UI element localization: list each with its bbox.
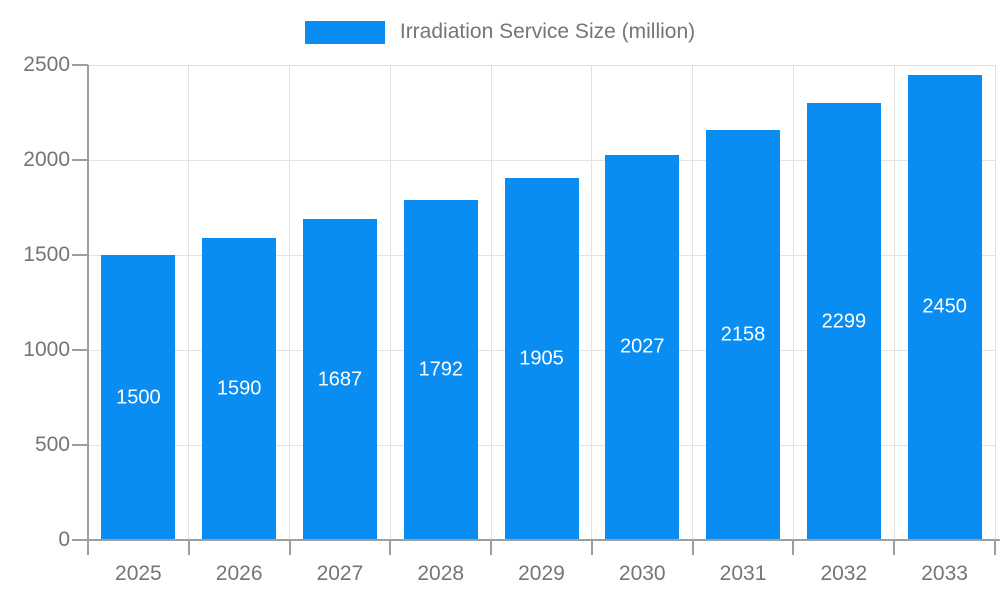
x-tick-label: 2033 (921, 562, 968, 585)
y-axis-tick (72, 539, 88, 541)
y-tick-label: 2000 (23, 148, 70, 171)
v-gridline (893, 65, 895, 540)
x-axis-tick (893, 540, 896, 555)
bar: 1590 (202, 237, 277, 540)
v-gridline (389, 65, 391, 540)
bar: 1792 (403, 199, 478, 540)
v-gridline (692, 65, 694, 540)
bar: 2027 (605, 154, 680, 540)
plot-area: 1500 1590 1687 1792 1905 2027 2158 2299 2450 (88, 64, 996, 540)
x-axis-tick (994, 540, 996, 555)
x-axis-tick (87, 540, 89, 555)
x-axis-line (87, 539, 1000, 541)
y-axis-tick (72, 159, 88, 161)
bar-value-label: 2450 (922, 295, 967, 318)
x-tick-label: 2031 (719, 562, 767, 585)
y-tick-label: 1000 (23, 338, 70, 361)
x-tick-label: 2028 (417, 562, 465, 585)
y-axis-tick (72, 64, 88, 66)
v-gridline (188, 65, 190, 540)
y-axis-tick (72, 349, 88, 351)
x-tick-label: 2026 (215, 562, 263, 585)
y-tick-label: 500 (34, 433, 70, 456)
x-axis-tick (792, 540, 795, 555)
bar-value-label: 1792 (418, 358, 463, 381)
y-tick-label: 1500 (23, 243, 70, 266)
x-axis-tick (490, 540, 493, 555)
bar: 1687 (302, 219, 377, 540)
y-tick-label: 2500 (23, 53, 70, 76)
x-tick-label: 2025 (115, 562, 162, 585)
v-gridline (490, 65, 492, 540)
x-axis-tick (389, 540, 392, 555)
x-axis-tick (187, 540, 190, 555)
y-tick-label: 0 (58, 528, 70, 551)
bar-value-label: 2027 (620, 335, 665, 358)
x-axis-tick (691, 540, 694, 555)
v-gridline (994, 65, 996, 540)
chart-legend: Irradiation Service Size (million) (0, 20, 1000, 44)
x-axis-tick (288, 540, 291, 555)
x-tick-label: 2032 (820, 562, 868, 585)
bar: 1500 (101, 255, 176, 540)
h-gridline (88, 64, 995, 66)
x-tick-label: 2029 (518, 562, 565, 585)
bar-value-label: 1687 (317, 368, 363, 391)
bar-value-label: 1500 (116, 386, 161, 408)
x-axis-tick (590, 540, 593, 555)
bar-value-label: 1590 (216, 377, 262, 400)
bar-value-label: 2299 (821, 310, 867, 333)
x-tick-label: 2030 (618, 562, 666, 585)
h-gridline (88, 159, 995, 161)
bar-value-label: 2158 (720, 323, 766, 346)
y-axis-tick (72, 444, 88, 446)
bar: 2450 (907, 74, 982, 540)
bar: 1905 (504, 178, 579, 540)
v-gridline (289, 65, 291, 540)
bar-value-label: 1905 (519, 347, 564, 370)
bar: 2158 (706, 129, 781, 540)
y-axis-tick (72, 254, 88, 256)
legend-swatch-icon (304, 20, 385, 44)
y-axis-line (87, 65, 89, 555)
x-tick-label: 2027 (316, 562, 364, 585)
bar: 2299 (806, 103, 881, 540)
legend-label: Irradiation Service Size (million) (399, 20, 696, 43)
v-gridline (792, 65, 794, 540)
v-gridline (591, 65, 593, 540)
